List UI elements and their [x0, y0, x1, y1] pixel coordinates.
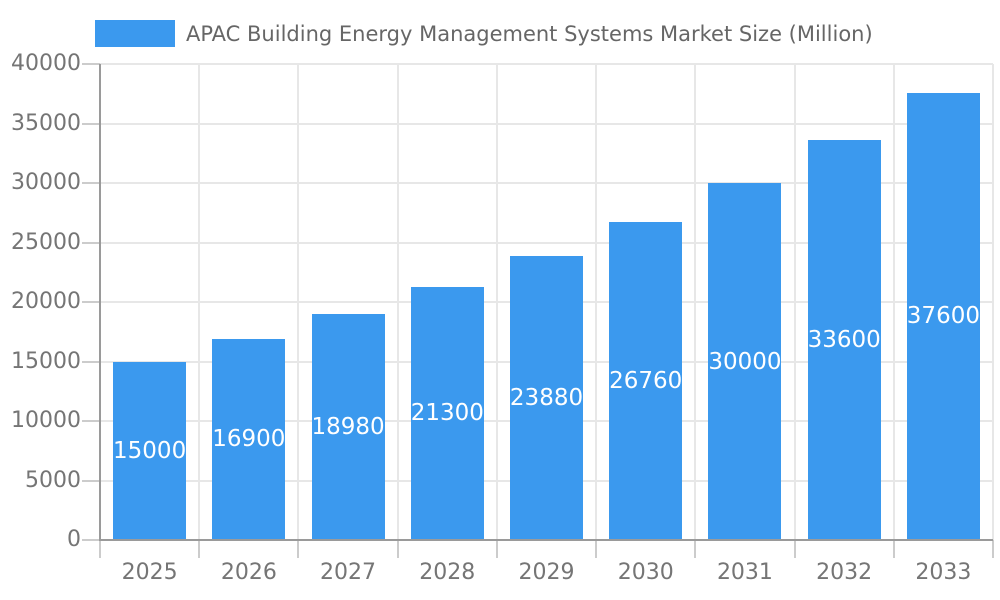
legend-item[interactable]: APAC Building Energy Management Systems …: [95, 20, 873, 47]
y-axis-tick-label: 5000: [25, 467, 81, 493]
bar-2027[interactable]: 18980: [311, 314, 385, 540]
bar-2025[interactable]: 15000: [113, 361, 187, 540]
y-axis-tick-label: 35000: [11, 110, 81, 136]
y-tick-mark: [82, 539, 100, 541]
x-axis-tick-label: 2026: [220, 560, 277, 585]
bar-2032[interactable]: 33600: [808, 140, 881, 540]
bar-2031[interactable]: 30000: [708, 183, 782, 540]
x-tick-mark: [297, 540, 300, 558]
bar-2033[interactable]: 37600: [906, 92, 980, 540]
x-axis-tick-label: 2027: [320, 560, 377, 585]
x-tick-mark: [595, 540, 598, 558]
x-gridline: [396, 64, 399, 540]
x-axis-tick-label: 2032: [816, 560, 873, 585]
x-axis-tick-label: 2029: [518, 560, 575, 585]
y-tick-mark: [82, 479, 100, 482]
bar-2029[interactable]: 23880: [509, 255, 584, 540]
x-gridline: [595, 64, 598, 540]
y-axis-tick-label: 30000: [11, 170, 81, 195]
legend-swatch: [95, 20, 175, 47]
y-tick-mark: [82, 420, 100, 422]
bar-value-label: 21300: [410, 400, 484, 427]
y-tick-mark: [82, 241, 100, 244]
x-axis-tick-label: 2030: [617, 560, 674, 585]
y-tick-mark: [82, 63, 100, 65]
y-axis-tick-label: 10000: [11, 408, 81, 433]
bar-value-label: 33600: [807, 327, 881, 354]
x-tick-mark: [99, 540, 101, 558]
bar-value-label: 26760: [609, 367, 683, 394]
x-gridline: [992, 64, 994, 540]
x-tick-mark: [793, 540, 796, 558]
x-tick-mark: [694, 540, 697, 558]
x-gridline: [297, 64, 300, 540]
bar-value-label: 37600: [906, 303, 980, 330]
y-axis-tick-label: 25000: [11, 229, 81, 255]
x-gridline: [495, 64, 498, 540]
y-tick-mark: [82, 122, 100, 125]
x-axis-tick-label: 2028: [419, 560, 476, 585]
bar-value-label: 15000: [113, 437, 187, 464]
bar-value-label: 18980: [311, 414, 385, 441]
x-axis-tick-label: 2033: [915, 560, 972, 585]
x-tick-mark: [396, 540, 399, 558]
legend-label: APAC Building Energy Management Systems …: [186, 21, 873, 46]
bar-value-label: 23880: [509, 384, 584, 411]
x-tick-mark: [992, 540, 994, 558]
y-axis-tick-label: 15000: [11, 348, 81, 374]
y-tick-mark: [82, 182, 100, 184]
x-gridline: [694, 64, 697, 540]
x-tick-mark: [198, 540, 201, 558]
y-axis-tick-label: 20000: [11, 289, 81, 314]
bar-2026[interactable]: 16900: [212, 338, 286, 540]
x-axis-tick-label: 2025: [121, 560, 178, 585]
y-gridline: [100, 122, 993, 125]
y-tick-mark: [82, 301, 100, 303]
x-axis-tick-label: 2031: [716, 560, 773, 585]
x-tick-mark: [892, 540, 895, 558]
x-gridline: [892, 64, 895, 540]
bar-2028[interactable]: 21300: [410, 286, 484, 540]
x-gridline: [793, 64, 796, 540]
y-axis-line: [99, 64, 101, 540]
y-gridline: [100, 241, 993, 244]
y-axis-tick-label: 40000: [11, 51, 81, 76]
y-gridline: [100, 63, 993, 65]
x-gridline: [198, 64, 201, 540]
x-tick-mark: [495, 540, 498, 558]
y-gridline: [100, 182, 993, 184]
y-tick-mark: [82, 360, 100, 363]
bar-value-label: 30000: [708, 348, 782, 375]
x-axis-line: [99, 539, 993, 541]
bar-2030[interactable]: 26760: [609, 221, 683, 540]
bar-value-label: 16900: [212, 426, 286, 453]
y-axis-tick-label: 0: [67, 527, 81, 552]
